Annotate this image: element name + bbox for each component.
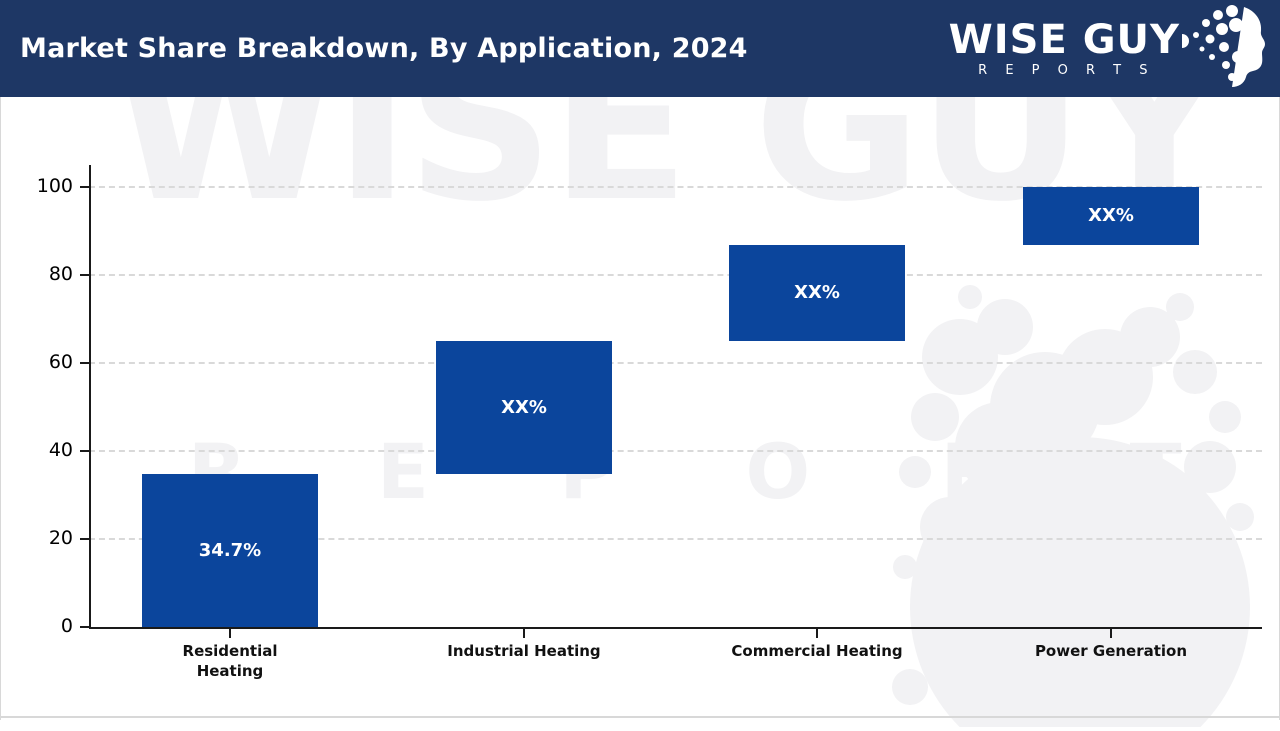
x-category-label: Commercial Heating [731,642,903,660]
x-category-label: Power Generation [1034,642,1188,660]
bar-residential-heating: 34.7% [142,474,318,627]
x-axis [89,627,1262,629]
bar-power-generation: XX% [1023,187,1199,245]
bar-label: XX% [794,282,840,304]
brand-text: WISE GUY R E P O R T S [949,20,1180,77]
y-axis [89,165,91,629]
x-tick-mark [816,629,818,638]
y-tick-label: 40 [48,439,73,461]
y-tick-label: 60 [48,351,73,373]
page-title: Market Share Breakdown, By Application, … [20,33,748,64]
y-tick-label: 80 [48,263,73,285]
gridline [89,186,1262,188]
x-tick-mark [1110,629,1112,638]
y-tick-label: 20 [48,527,73,549]
x-category-label: Industrial Heating [447,642,601,660]
bar-label: XX% [501,396,547,418]
y-tick-mark [80,186,89,188]
x-tick-mark [523,629,525,638]
x-category-label: Residential Heating [182,642,278,680]
bar-industrial-heating: XX% [436,340,612,475]
chart-area: WISE GUY R E P O R T S 0 20 40 60 80 100 34.7%… [0,9,1280,731]
y-tick-mark [80,274,89,276]
bar-label: 34.7% [198,540,262,562]
gridline [89,450,1262,452]
gridline [89,274,1262,276]
header: Market Share Breakdown, By Application, … [0,0,1280,97]
y-tick-label: 100 [36,175,73,197]
page-border-bottom [0,716,1280,718]
face-logo-icon [1175,1,1266,97]
gridline [89,362,1262,364]
x-tick-mark [229,629,231,638]
brand-logo: WISE GUY R E P O R T S [949,1,1266,97]
bar-commercial-heating: XX% [729,244,905,341]
y-tick-mark [80,362,89,364]
y-tick-mark [80,626,89,628]
gridline [89,538,1262,540]
y-tick-label: 0 [60,615,73,637]
brand-name: WISE GUY [948,17,1180,63]
brand-subtitle: R E P O R T S [978,63,1155,78]
watermark-face-icon [850,207,1270,731]
y-tick-mark [80,450,89,452]
y-tick-mark [80,538,89,540]
page-border-left [0,97,1,720]
bar-label: XX% [1088,205,1134,227]
